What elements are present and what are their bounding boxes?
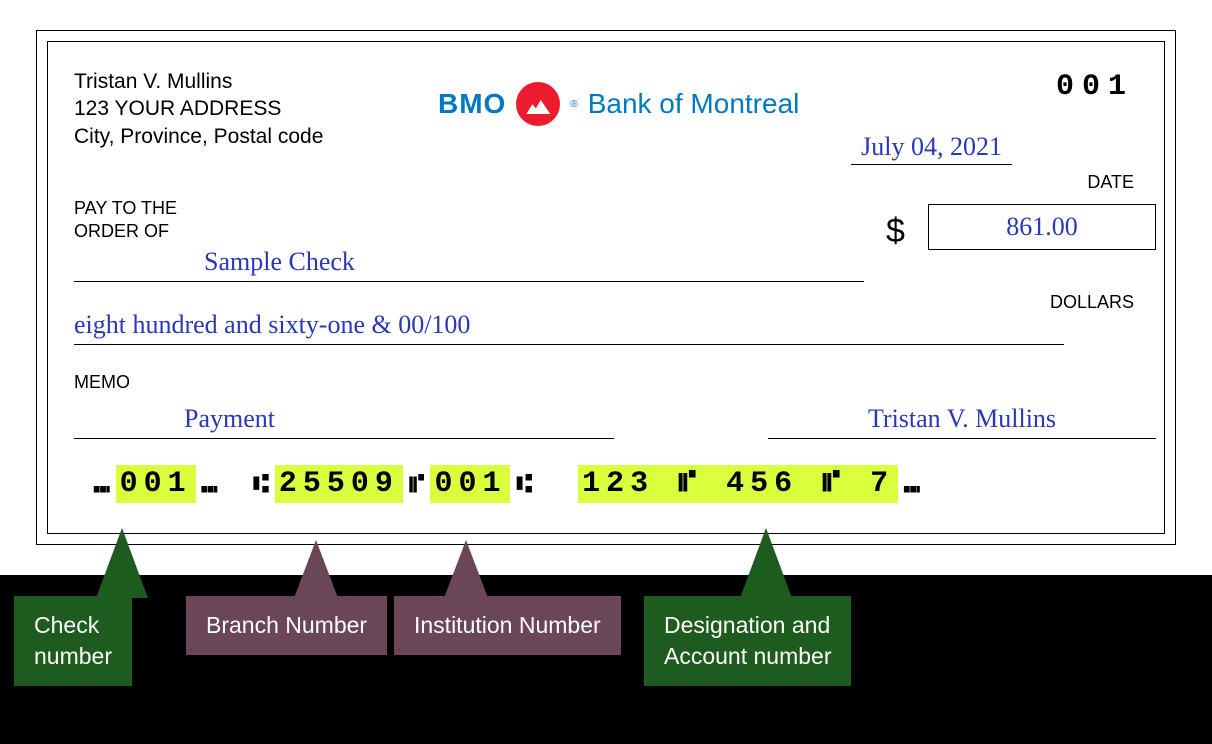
amount-box: 861.00 <box>928 204 1156 250</box>
bank-short: BMO <box>438 88 506 120</box>
memo-line: Payment <box>74 404 614 439</box>
micr-symbol: ⑆ <box>510 469 538 499</box>
callout-account-number: Designation and Account number <box>644 596 851 686</box>
memo-value: Payment <box>184 404 275 433</box>
bmo-roundel-icon <box>516 82 560 126</box>
check-number-top: 001 <box>1056 70 1134 104</box>
amount-numeric: 861.00 <box>1006 212 1078 242</box>
amount-words: eight hundred and sixty-one & 00/100 <box>74 310 470 339</box>
micr-symbol: ⑆ <box>247 469 275 499</box>
micr-line: ⑉ 001 ⑉ ⑆ 25509 ⑈ 001 ⑆ 123 ⑈ 456 ⑈ 7 ⑉ <box>88 465 926 503</box>
check-inner-border: Tristan V. Mullins 123 YOUR ADDRESS City… <box>47 41 1165 534</box>
account-holder-block: Tristan V. Mullins 123 YOUR ADDRESS City… <box>74 68 323 150</box>
dollars-label: DOLLARS <box>1050 292 1134 313</box>
micr-symbol: ⑈ <box>403 469 431 499</box>
arrow-check-number-icon <box>96 528 148 598</box>
memo-label: MEMO <box>74 372 130 393</box>
holder-address-1: 123 YOUR ADDRESS <box>74 95 323 122</box>
micr-symbol: ⑉ <box>196 469 224 499</box>
date-label: DATE <box>1087 172 1134 193</box>
bank-logo: BMO ® Bank of Montreal <box>438 82 799 126</box>
signature-line: Tristan V. Mullins <box>768 404 1156 439</box>
date-value: July 04, 2021 <box>851 132 1012 165</box>
amount-words-line: eight hundred and sixty-one & 00/100 <box>74 310 1064 345</box>
pay-to-label: PAY TO THE ORDER OF <box>74 197 177 242</box>
signature-value: Tristan V. Mullins <box>868 404 1056 433</box>
callout-check-number: Check number <box>14 596 132 686</box>
payee-value: Sample Check <box>204 247 355 276</box>
dollar-sign: $ <box>886 212 905 251</box>
callout-institution-number: Institution Number <box>394 596 621 655</box>
micr-branch-number: 25509 <box>275 465 403 503</box>
micr-institution-number: 001 <box>430 465 510 503</box>
callout-branch-number: Branch Number <box>186 596 387 655</box>
micr-symbol: ⑉ <box>898 469 926 499</box>
arrow-branch-number-icon <box>294 540 338 598</box>
holder-name: Tristan V. Mullins <box>74 68 323 95</box>
micr-account-number: 123 ⑈ 456 ⑈ 7 <box>578 465 898 503</box>
check-container: Tristan V. Mullins 123 YOUR ADDRESS City… <box>36 30 1176 545</box>
registered-mark: ® <box>570 99 577 110</box>
arrow-account-number-icon <box>740 528 792 598</box>
bank-name: Bank of Montreal <box>588 88 800 120</box>
micr-symbol: ⑉ <box>88 469 116 499</box>
payee-line: Sample Check <box>74 247 864 282</box>
arrow-institution-number-icon <box>444 540 488 598</box>
holder-address-2: City, Province, Postal code <box>74 123 323 150</box>
micr-check-number: 001 <box>116 465 196 503</box>
